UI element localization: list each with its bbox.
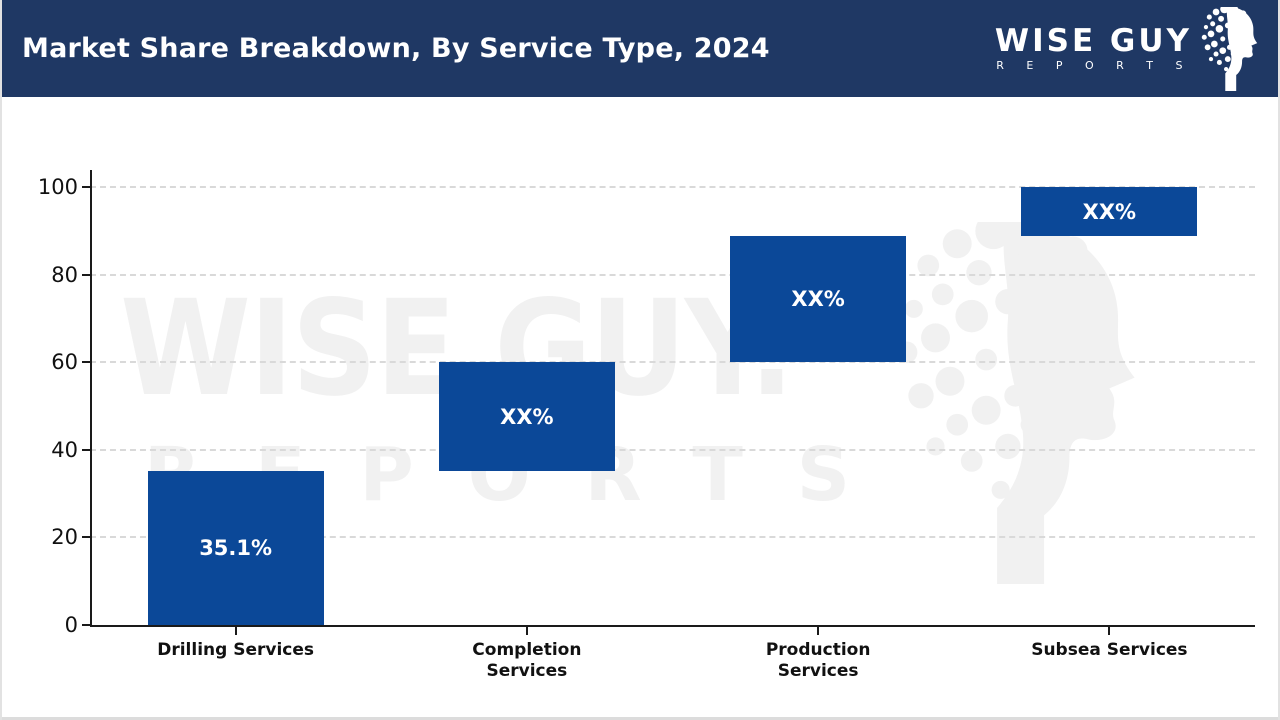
bar-value-label: XX% xyxy=(1082,199,1137,224)
logo-name-text: WISE GUY xyxy=(994,22,1192,59)
x-category-label-line: Drilling Services xyxy=(157,640,315,660)
gridline-20 xyxy=(90,536,1255,539)
gridline-60 xyxy=(90,361,1255,364)
x-tick-mark-2 xyxy=(525,627,528,635)
logo-reports-text: R E P O R T S xyxy=(996,58,1192,72)
bar-segment-2: XX% xyxy=(438,362,615,472)
gridline-80 xyxy=(90,273,1255,276)
x-axis xyxy=(90,625,1255,627)
y-tick-label-40: 40 xyxy=(51,437,78,462)
x-category-label-line: Subsea Services xyxy=(1031,640,1188,660)
y-tick-label-100: 100 xyxy=(37,175,78,199)
x-tick-mark-4 xyxy=(1108,627,1111,635)
bar-segment-4: XX% xyxy=(1021,187,1198,237)
x-category-label-line: Services xyxy=(486,661,568,681)
bar-value-label: XX% xyxy=(791,287,845,312)
page-title: Market Share Breakdown, By Service Type,… xyxy=(22,33,770,64)
bar-value-label: 35.1% xyxy=(199,536,273,561)
bottom-border xyxy=(2,717,1278,720)
wiseguy-face-icon xyxy=(1201,6,1258,91)
x-tick-mark-1 xyxy=(234,627,237,635)
y-tick-mark-20 xyxy=(82,536,90,539)
x-category-label-line: Services xyxy=(777,661,859,681)
y-tick-mark-40 xyxy=(82,448,90,451)
y-tick-label-0: 0 xyxy=(64,613,78,637)
bar-segment-1: 35.1% xyxy=(147,471,324,625)
x-category-label-line: Completion xyxy=(472,640,582,660)
y-tick-mark-100 xyxy=(82,186,90,188)
x-category-label: Completion Services xyxy=(472,640,581,682)
y-tick-label-20: 20 xyxy=(51,525,78,550)
x-category-label: Drilling Services xyxy=(157,640,314,661)
y-tick-mark-80 xyxy=(82,273,90,276)
x-tick-mark-3 xyxy=(817,627,820,635)
y-tick-mark-0 xyxy=(82,624,90,626)
y-tick-mark-60 xyxy=(82,361,90,364)
bar-segment-3: XX% xyxy=(730,236,907,363)
y-tick-label-60: 60 xyxy=(51,350,78,375)
x-category-label-line: Production xyxy=(765,640,871,660)
bar-value-label: XX% xyxy=(500,404,554,429)
x-category-label: Production Services xyxy=(766,640,871,682)
x-category-label: Subsea Services xyxy=(1031,640,1187,661)
gridline-100 xyxy=(90,186,1255,188)
logo: WISE GUY R E P O R T S xyxy=(995,6,1268,91)
chart-area: 0 20 40 60 80 100 35.1% Drilling Services XX% Com… xyxy=(2,97,1278,720)
y-tick-label-80: 80 xyxy=(51,262,78,287)
gridline-40 xyxy=(90,448,1255,451)
logo-wordmark: WISE GUY R E P O R T S xyxy=(995,25,1192,73)
header: Market Share Breakdown, By Service Type,… xyxy=(2,0,1278,97)
y-axis xyxy=(90,170,92,627)
